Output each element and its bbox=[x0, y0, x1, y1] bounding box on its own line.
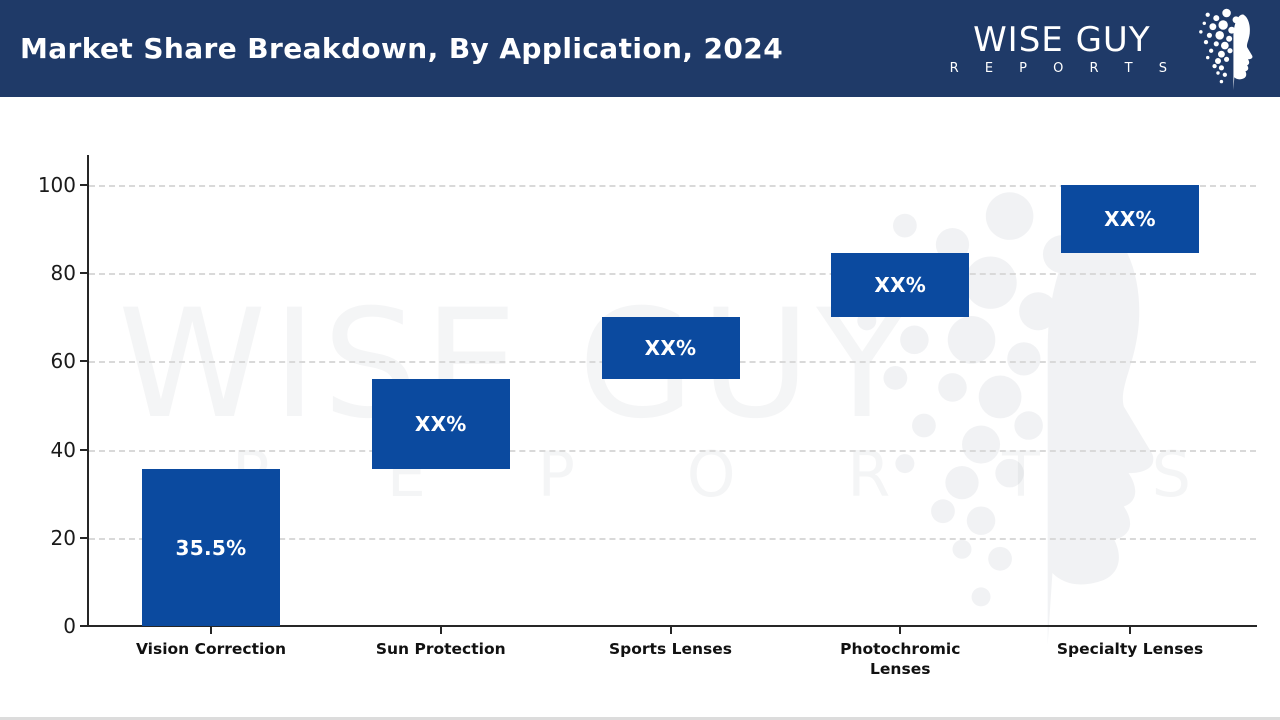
x-category-label: Photochromic Lenses bbox=[840, 640, 961, 679]
y-tick-label: 20 bbox=[50, 525, 76, 550]
bar-value-label: XX% bbox=[1104, 207, 1156, 232]
x-category-label: Specialty Lenses bbox=[1056, 640, 1204, 658]
bar-specialty-lenses: XX% bbox=[1061, 185, 1199, 254]
y-tick-mark bbox=[80, 625, 87, 627]
y-tick-label: 80 bbox=[50, 261, 76, 286]
x-category-label: Vision Correction bbox=[135, 640, 287, 658]
y-tick-label: 100 bbox=[37, 173, 76, 197]
y-gridline bbox=[89, 537, 1256, 540]
x-axis-line bbox=[87, 625, 1257, 627]
brand-name: WISE GUY bbox=[973, 19, 1151, 60]
header-bar: Market Share Breakdown, By Application, … bbox=[0, 0, 1280, 97]
x-tick-mark bbox=[439, 627, 442, 634]
bar-sports-lenses: XX% bbox=[601, 317, 740, 380]
x-category-label: Sports Lenses bbox=[609, 640, 732, 658]
bar-value-label: 35.5% bbox=[175, 535, 247, 560]
y-tick-mark bbox=[80, 448, 87, 451]
y-gridline bbox=[89, 273, 1256, 276]
brand-subname: R E P O R T S bbox=[949, 60, 1178, 76]
y-tick-mark bbox=[80, 184, 87, 186]
x-tick-mark bbox=[210, 627, 212, 634]
y-tick-label: 60 bbox=[50, 349, 76, 374]
x-tick-mark bbox=[899, 627, 902, 634]
y-tick-label: 0 bbox=[63, 614, 76, 638]
x-tick-mark bbox=[669, 627, 672, 634]
bar-vision-correction: 35.5% bbox=[142, 469, 280, 626]
brand-wordmark: WISE GUY R E P O R T S bbox=[946, 23, 1178, 75]
x-category-label: Sun Protection bbox=[375, 640, 506, 658]
bar-value-label: XX% bbox=[644, 336, 697, 361]
page-title: Market Share Breakdown, By Application, … bbox=[20, 32, 784, 65]
x-tick-mark bbox=[1129, 627, 1131, 634]
y-tick-mark bbox=[80, 360, 87, 363]
bar-value-label: XX% bbox=[414, 412, 467, 437]
bar-value-label: XX% bbox=[874, 273, 927, 298]
y-tick-mark bbox=[80, 272, 87, 275]
y-gridline bbox=[89, 185, 1256, 187]
y-tick-mark bbox=[80, 536, 87, 539]
y-axis-line bbox=[87, 155, 89, 627]
bar-photochromic-lenses: XX% bbox=[831, 253, 970, 318]
y-tick-label: 40 bbox=[50, 437, 76, 462]
brand-logo: WISE GUY R E P O R T S bbox=[946, 6, 1254, 92]
bar-sun-protection: XX% bbox=[371, 379, 510, 470]
y-gridline bbox=[89, 449, 1256, 452]
